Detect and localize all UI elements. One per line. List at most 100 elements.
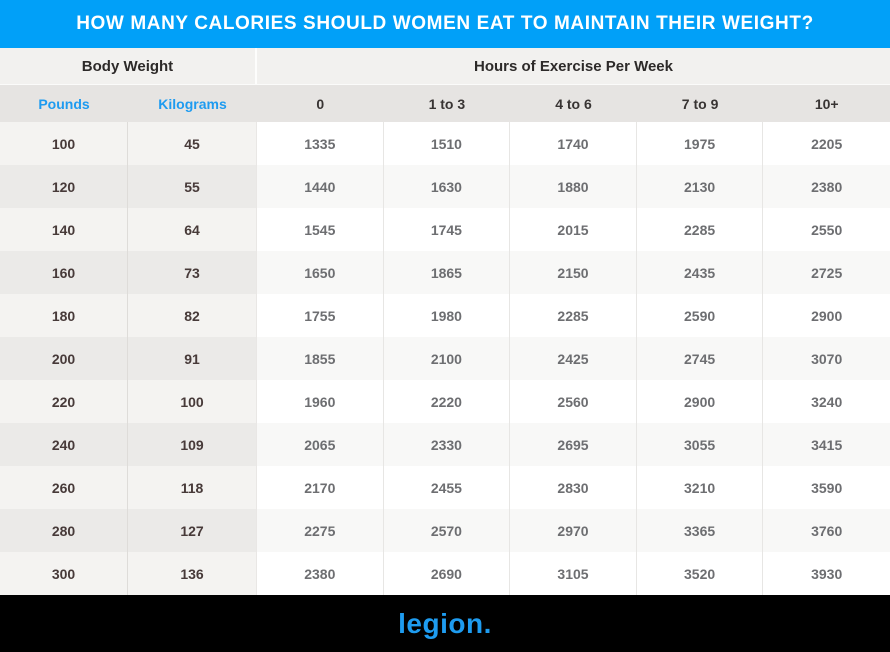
calories-10plus-value: 2205 xyxy=(763,122,890,165)
kilograms-value: 109 xyxy=(128,423,257,466)
calories-1to3h-value: 2570 xyxy=(383,509,511,552)
calories-10plus-value: 3415 xyxy=(763,423,890,466)
calories-10plus-value: 2900 xyxy=(763,294,890,337)
calories-0h-value: 1650 xyxy=(257,251,384,294)
column-header-1-to-3-hours: 1 to 3 xyxy=(428,95,466,112)
calories-7to9h-value: 2130 xyxy=(636,165,764,208)
calories-0h-value: 2065 xyxy=(257,423,384,466)
pounds-value: 160 xyxy=(0,251,128,294)
kilograms-value: 45 xyxy=(128,122,257,165)
calories-10plus-value: 2725 xyxy=(763,251,890,294)
pounds-value: 180 xyxy=(0,294,128,337)
table-row: 140 64 1545 1745 2015 2285 2550 xyxy=(0,208,890,251)
calories-4to6h-value: 1740 xyxy=(510,122,637,165)
pounds-value: 120 xyxy=(0,165,128,208)
calories-7to9h-value: 3520 xyxy=(636,552,764,595)
page-title: HOW MANY CALORIES SHOULD WOMEN EAT TO MA… xyxy=(76,13,814,34)
calories-7to9h-value: 2900 xyxy=(636,380,764,423)
title-bar: HOW MANY CALORIES SHOULD WOMEN EAT TO MA… xyxy=(0,0,890,48)
calories-4to6h-value: 2970 xyxy=(510,509,637,552)
calories-7to9h-value: 2745 xyxy=(636,337,764,380)
kilograms-value: 91 xyxy=(128,337,257,380)
calories-10plus-value: 3590 xyxy=(763,466,890,509)
calories-7to9h-value: 1975 xyxy=(636,122,764,165)
table-row: 160 73 1650 1865 2150 2435 2725 xyxy=(0,251,890,294)
calories-10plus-value: 2380 xyxy=(763,165,890,208)
pounds-value: 300 xyxy=(0,552,128,595)
calories-4to6h-value: 1880 xyxy=(510,165,637,208)
column-header-kilograms: Kilograms xyxy=(158,95,227,112)
pounds-value: 280 xyxy=(0,509,128,552)
table-body: 100 45 1335 1510 1740 1975 2205 120 55 1440 1630 18… xyxy=(0,122,890,595)
table-row: 200 91 1855 2100 2425 2745 3070 xyxy=(0,337,890,380)
pounds-value: 200 xyxy=(0,337,128,380)
exercise-group-header: Hours of Exercise Per Week xyxy=(474,57,673,75)
kilograms-value: 64 xyxy=(128,208,257,251)
calories-0h-value: 1960 xyxy=(257,380,384,423)
kilograms-value: 82 xyxy=(128,294,257,337)
calories-4to6h-value: 3105 xyxy=(510,552,637,595)
calories-0h-value: 2170 xyxy=(257,466,384,509)
pounds-value: 220 xyxy=(0,380,128,423)
table-row: 260 118 2170 2455 2830 3210 3590 xyxy=(0,466,890,509)
table-row: 100 45 1335 1510 1740 1975 2205 xyxy=(0,122,890,165)
table-group-header-row: Body Weight Hours of Exercise Per Week xyxy=(0,48,890,85)
table-column-header-row: Pounds Kilograms 0 1 to 3 4 to 6 7 to 9 … xyxy=(0,85,890,122)
calories-0h-value: 2380 xyxy=(257,552,384,595)
calories-0h-value: 1755 xyxy=(257,294,384,337)
calories-7to9h-value: 3055 xyxy=(636,423,764,466)
calories-0h-value: 1855 xyxy=(257,337,384,380)
table-row: 280 127 2275 2570 2970 3365 3760 xyxy=(0,509,890,552)
column-header-10-plus-hours: 10+ xyxy=(814,95,839,112)
kilograms-value: 127 xyxy=(128,509,257,552)
calories-10plus-value: 3240 xyxy=(763,380,890,423)
calories-10plus-value: 3760 xyxy=(763,509,890,552)
kilograms-value: 55 xyxy=(128,165,257,208)
table-row: 240 109 2065 2330 2695 3055 3415 xyxy=(0,423,890,466)
calories-0h-value: 1440 xyxy=(257,165,384,208)
pounds-value: 100 xyxy=(0,122,128,165)
calories-1to3h-value: 2100 xyxy=(383,337,511,380)
calories-1to3h-value: 2690 xyxy=(383,552,511,595)
body-weight-group-header: Body Weight xyxy=(0,48,257,84)
column-header-0-hours: 0 xyxy=(316,95,325,112)
calories-4to6h-value: 2425 xyxy=(510,337,637,380)
calories-7to9h-value: 3210 xyxy=(636,466,764,509)
calories-0h-value: 1335 xyxy=(257,122,384,165)
calories-1to3h-value: 1630 xyxy=(383,165,511,208)
calories-4to6h-value: 2015 xyxy=(510,208,637,251)
calories-7to9h-value: 3365 xyxy=(636,509,764,552)
table-row: 300 136 2380 2690 3105 3520 3930 xyxy=(0,552,890,595)
calories-4to6h-value: 2830 xyxy=(510,466,637,509)
calories-1to3h-value: 1510 xyxy=(383,122,511,165)
kilograms-value: 73 xyxy=(128,251,257,294)
calories-0h-value: 2275 xyxy=(257,509,384,552)
calories-4to6h-value: 2560 xyxy=(510,380,637,423)
calories-1to3h-value: 2220 xyxy=(383,380,511,423)
calories-1to3h-value: 2455 xyxy=(383,466,511,509)
kilograms-value: 118 xyxy=(128,466,257,509)
calories-1to3h-value: 1745 xyxy=(383,208,511,251)
calories-10plus-value: 2550 xyxy=(763,208,890,251)
calories-7to9h-value: 2590 xyxy=(636,294,764,337)
calories-10plus-value: 3930 xyxy=(763,552,890,595)
calories-0h-value: 1545 xyxy=(257,208,384,251)
table-row: 180 82 1755 1980 2285 2590 2900 xyxy=(0,294,890,337)
pounds-value: 240 xyxy=(0,423,128,466)
calories-10plus-value: 3070 xyxy=(763,337,890,380)
calories-7to9h-value: 2435 xyxy=(636,251,764,294)
calories-1to3h-value: 1865 xyxy=(383,251,511,294)
column-header-pounds: Pounds xyxy=(38,95,90,112)
column-header-4-to-6-hours: 4 to 6 xyxy=(555,95,592,112)
table-row: 120 55 1440 1630 1880 2130 2380 xyxy=(0,165,890,208)
calories-7to9h-value: 2285 xyxy=(636,208,764,251)
pounds-value: 260 xyxy=(0,466,128,509)
kilograms-value: 100 xyxy=(128,380,257,423)
calories-4to6h-value: 2695 xyxy=(510,423,637,466)
pounds-value: 140 xyxy=(0,208,128,251)
kilograms-value: 136 xyxy=(128,552,257,595)
calories-1to3h-value: 2330 xyxy=(383,423,511,466)
legion-logo: legion. xyxy=(398,607,492,639)
footer-bar: legion. xyxy=(0,595,890,652)
